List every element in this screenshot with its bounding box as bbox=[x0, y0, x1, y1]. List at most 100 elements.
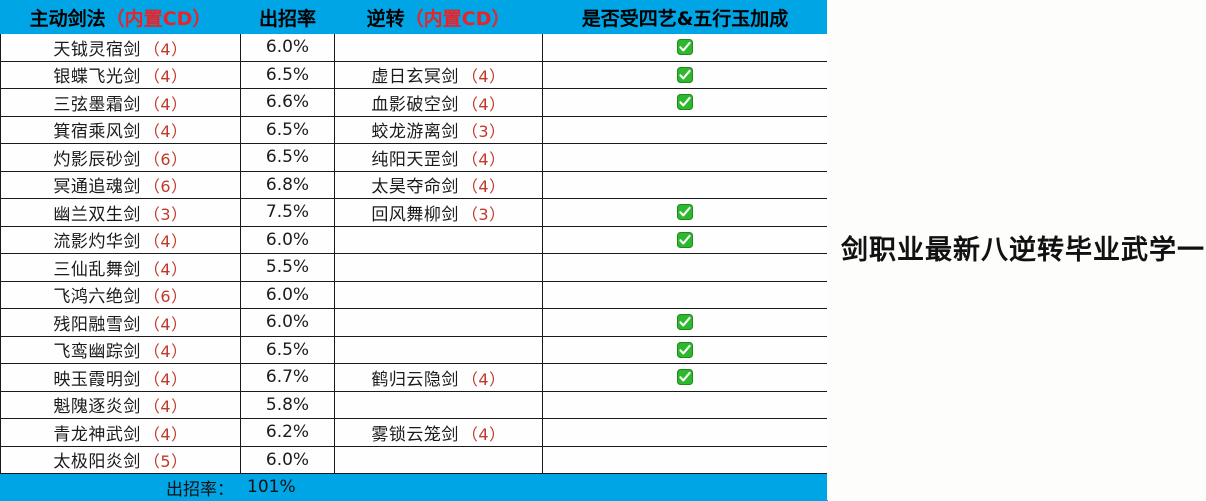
cell-cast-rate: 6.6% bbox=[240, 88, 335, 117]
cell-bonus bbox=[542, 170, 828, 199]
check-icon bbox=[677, 204, 693, 221]
cell-active-sword: 飞鸿六绝剑 （6） bbox=[0, 280, 241, 309]
cell-bonus bbox=[542, 225, 828, 254]
cell-active-sword: 三弦墨霜剑 （4） bbox=[0, 88, 241, 117]
cell-bonus bbox=[542, 88, 828, 117]
cell-reversal-sword bbox=[334, 280, 543, 309]
cell-active-sword: 太极阳炎剑 （5） bbox=[0, 445, 241, 474]
reversal-sword-name: 蛟龙游离剑 bbox=[371, 122, 459, 143]
active-sword-cd: （4） bbox=[143, 39, 188, 59]
cell-cast-rate: 6.0% bbox=[240, 308, 335, 337]
reversal-sword-name: 雾锁云笼剑 bbox=[371, 424, 459, 445]
cell-bonus bbox=[542, 143, 828, 172]
active-sword-cd: （4） bbox=[143, 424, 188, 444]
cell-bonus bbox=[542, 253, 828, 282]
footer-total-label: 出招率： bbox=[0, 473, 241, 501]
cell-active-sword: 银蝶飞光剑 （4） bbox=[0, 60, 241, 89]
table-row: 映玉霞明剑 （4） 6.7% 鹤归云隐剑 （4） bbox=[0, 363, 828, 392]
active-sword-name: 天钺灵宿剑 bbox=[53, 39, 141, 60]
reversal-sword-name: 纯阳天罡剑 bbox=[371, 149, 459, 170]
active-sword-cd: （4） bbox=[143, 397, 188, 417]
active-sword-name: 冥通追魂剑 bbox=[53, 177, 141, 198]
column-header-reversal-cd: （内置CD） bbox=[404, 7, 511, 30]
active-sword-cd: （4） bbox=[143, 67, 188, 87]
cell-cast-rate: 6.8% bbox=[240, 170, 335, 199]
footer-blank-reversal bbox=[334, 473, 543, 501]
check-icon bbox=[677, 39, 693, 56]
cell-reversal-sword: 鹤归云隐剑 （4） bbox=[334, 363, 543, 392]
cell-cast-rate: 5.5% bbox=[240, 253, 335, 282]
cell-reversal-sword bbox=[334, 253, 543, 282]
cell-bonus bbox=[542, 418, 828, 447]
column-header-cast-rate: 出招率 bbox=[240, 0, 335, 34]
table-row: 魁隗逐炎剑 （4） 5.8% bbox=[0, 390, 828, 419]
cell-bonus bbox=[542, 390, 828, 419]
active-sword-name: 银蝶飞光剑 bbox=[53, 67, 141, 88]
cell-bonus bbox=[542, 198, 828, 227]
reversal-sword-cd: （3） bbox=[461, 122, 506, 142]
cell-bonus bbox=[542, 33, 828, 62]
cell-cast-rate: 6.0% bbox=[240, 280, 335, 309]
cell-active-sword: 三仙乱舞剑 （4） bbox=[0, 253, 241, 282]
table-row: 飞鸿六绝剑 （6） 6.0% bbox=[0, 280, 828, 309]
cell-active-sword: 天钺灵宿剑 （4） bbox=[0, 33, 241, 62]
column-header-active-sword-label: 主动剑法 bbox=[29, 7, 106, 30]
column-header-active-sword-cd: （内置CD） bbox=[105, 7, 212, 30]
reversal-sword-name: 血影破空剑 bbox=[371, 94, 459, 115]
footer-blank-bonus bbox=[542, 473, 828, 501]
active-sword-cd: （4） bbox=[143, 259, 188, 279]
active-sword-name: 飞鸾幽踪剑 bbox=[53, 342, 141, 363]
column-header-bonus: 是否受四艺&五行玉加成 bbox=[542, 0, 828, 34]
table-row: 流影灼华剑 （4） 6.0% bbox=[0, 225, 828, 254]
cell-cast-rate: 6.0% bbox=[240, 225, 335, 254]
cell-reversal-sword: 虚日玄冥剑 （4） bbox=[334, 60, 543, 89]
sword-table-container: 主动剑法（内置CD） 出招率 逆转（内置CD） 是否受四艺&五行玉加成 天钺灵宿… bbox=[0, 0, 828, 501]
cell-bonus bbox=[542, 445, 828, 474]
active-sword-cd: （6） bbox=[143, 149, 188, 169]
reversal-sword-cd: （4） bbox=[461, 424, 506, 444]
cell-cast-rate: 7.5% bbox=[240, 198, 335, 227]
cell-active-sword: 幽兰双生剑 （3） bbox=[0, 198, 241, 227]
cell-bonus bbox=[542, 60, 828, 89]
table-footer: 出招率： 101% bbox=[0, 473, 828, 501]
cell-active-sword: 残阳融雪剑 （4） bbox=[0, 308, 241, 337]
cell-bonus bbox=[542, 335, 828, 364]
cell-reversal-sword bbox=[334, 390, 543, 419]
table-row: 幽兰双生剑 （3） 7.5% 回风舞柳剑 （3） bbox=[0, 198, 828, 227]
cell-reversal-sword bbox=[334, 335, 543, 364]
reversal-sword-cd: （4） bbox=[461, 67, 506, 87]
header-row: 主动剑法（内置CD） 出招率 逆转（内置CD） 是否受四艺&五行玉加成 bbox=[0, 0, 828, 34]
table-row: 箕宿乘风剑 （4） 6.5% 蛟龙游离剑 （3） bbox=[0, 115, 828, 144]
cell-reversal-sword bbox=[334, 308, 543, 337]
active-sword-cd: （4） bbox=[143, 342, 188, 362]
table-row: 天钺灵宿剑 （4） 6.0% bbox=[0, 33, 828, 62]
cell-active-sword: 冥通追魂剑 （6） bbox=[0, 170, 241, 199]
reversal-sword-name: 太昊夺命剑 bbox=[371, 177, 459, 198]
check-icon bbox=[677, 66, 693, 83]
active-sword-cd: （3） bbox=[143, 204, 188, 224]
table-row: 冥通追魂剑 （6） 6.8% 太昊夺命剑 （4） bbox=[0, 170, 828, 199]
check-icon bbox=[677, 94, 693, 111]
active-sword-cd: （4） bbox=[143, 232, 188, 252]
active-sword-name: 流影灼华剑 bbox=[53, 232, 141, 253]
cell-active-sword: 青龙神武剑 （4） bbox=[0, 418, 241, 447]
table-row: 飞鸾幽踪剑 （4） 6.5% bbox=[0, 335, 828, 364]
active-sword-name: 残阳融雪剑 bbox=[53, 314, 141, 335]
table-body: 天钺灵宿剑 （4） 6.0% 银蝶飞光剑 （4） 6.5% 虚日玄冥剑 （4） 三弦墨霜剑 （4）… bbox=[0, 33, 828, 474]
active-sword-name: 青龙神武剑 bbox=[53, 424, 141, 445]
cell-active-sword: 魁隗逐炎剑 （4） bbox=[0, 390, 241, 419]
cell-active-sword: 流影灼华剑 （4） bbox=[0, 225, 241, 254]
cell-cast-rate: 5.8% bbox=[240, 390, 335, 419]
cell-cast-rate: 6.2% bbox=[240, 418, 335, 447]
check-icon bbox=[677, 369, 693, 386]
footer-row: 出招率： 101% bbox=[0, 473, 828, 501]
active-sword-cd: （4） bbox=[143, 369, 188, 389]
cell-cast-rate: 6.0% bbox=[240, 445, 335, 474]
table-row: 三仙乱舞剑 （4） 5.5% bbox=[0, 253, 828, 282]
active-sword-cd: （6） bbox=[143, 177, 188, 197]
table-row: 青龙神武剑 （4） 6.2% 雾锁云笼剑 （4） bbox=[0, 418, 828, 447]
active-sword-name: 三仙乱舞剑 bbox=[53, 259, 141, 280]
check-icon bbox=[677, 341, 693, 358]
table-row: 银蝶飞光剑 （4） 6.5% 虚日玄冥剑 （4） bbox=[0, 60, 828, 89]
cell-cast-rate: 6.5% bbox=[240, 115, 335, 144]
